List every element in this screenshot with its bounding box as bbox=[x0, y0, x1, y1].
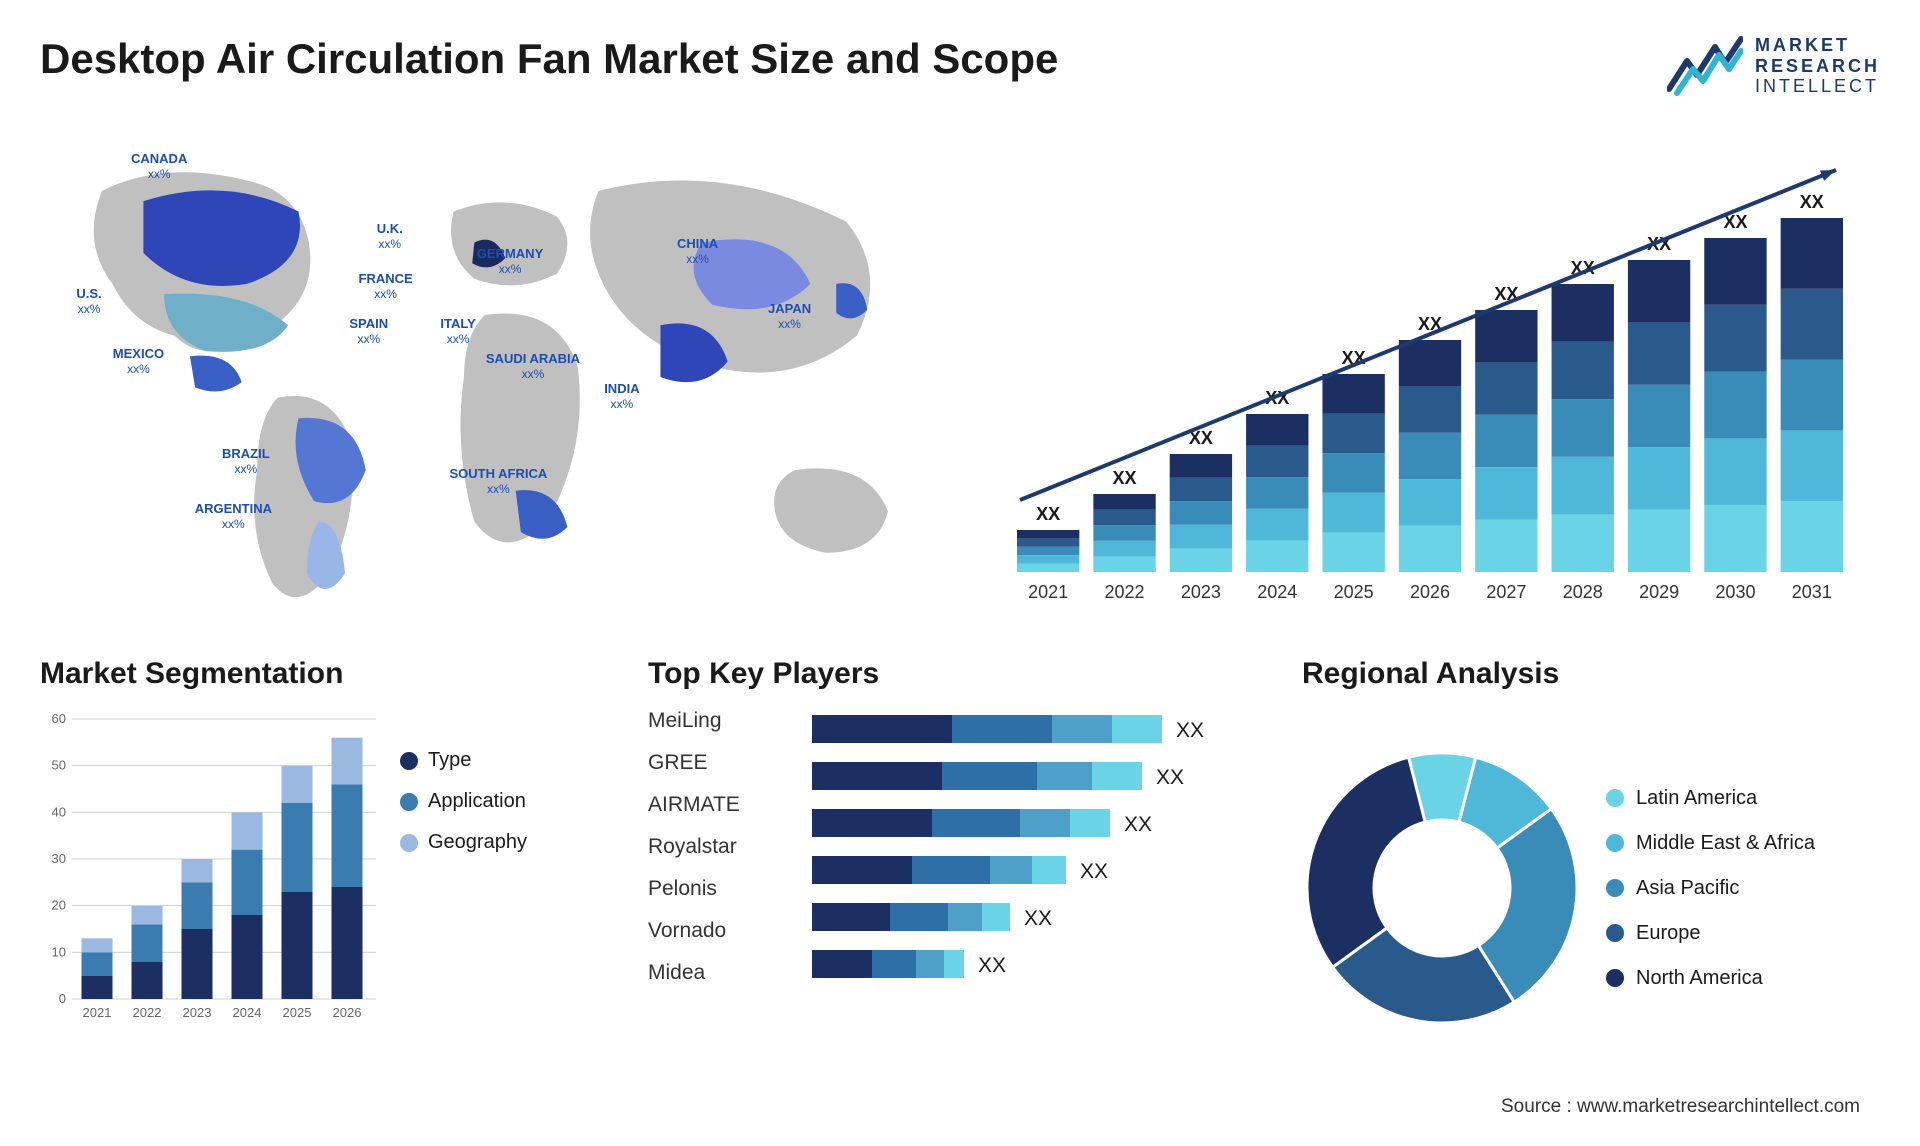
growth-bar-chart: XXXXXXXXXXXXXXXXXXXXXX 20212022202320242… bbox=[980, 127, 1880, 627]
svg-text:2025: 2025 bbox=[1334, 582, 1374, 602]
svg-text:2022: 2022 bbox=[133, 1005, 162, 1020]
player-name: MeiLing bbox=[648, 709, 788, 733]
svg-text:2024: 2024 bbox=[1257, 582, 1297, 602]
svg-text:2025: 2025 bbox=[283, 1005, 312, 1020]
player-name: Pelonis bbox=[648, 877, 788, 901]
svg-text:2031: 2031 bbox=[1792, 582, 1832, 602]
player-name: Midea bbox=[648, 961, 788, 985]
logo-line2: RESEARCH bbox=[1755, 56, 1880, 77]
svg-text:2022: 2022 bbox=[1105, 582, 1145, 602]
svg-text:20: 20 bbox=[52, 898, 66, 913]
world-map-panel: CANADAxx% U.S.xx% MEXICOxx% BRAZILxx% ARGENT… bbox=[40, 127, 950, 627]
svg-text:XX: XX bbox=[1024, 907, 1052, 930]
svg-text:XX: XX bbox=[1176, 719, 1204, 742]
svg-text:2021: 2021 bbox=[1028, 582, 1068, 602]
regional-donut-chart bbox=[1302, 748, 1582, 1028]
logo-line3: INTELLECT bbox=[1755, 76, 1880, 97]
map-label: CHINAxx% bbox=[677, 237, 718, 267]
svg-text:2026: 2026 bbox=[333, 1005, 362, 1020]
svg-text:2023: 2023 bbox=[183, 1005, 212, 1020]
page-title: Desktop Air Circulation Fan Market Size … bbox=[40, 35, 1058, 83]
legend-item: Application bbox=[400, 790, 527, 813]
map-label: BRAZILxx% bbox=[222, 447, 270, 477]
segmentation-title: Market Segmentation bbox=[40, 657, 618, 691]
legend-item: Type bbox=[400, 749, 527, 772]
map-label: SPAINxx% bbox=[349, 317, 388, 347]
svg-text:2021: 2021 bbox=[83, 1005, 112, 1020]
svg-text:60: 60 bbox=[52, 711, 66, 726]
svg-text:2024: 2024 bbox=[233, 1005, 262, 1020]
svg-text:50: 50 bbox=[52, 758, 66, 773]
svg-text:2028: 2028 bbox=[1563, 582, 1603, 602]
regional-title: Regional Analysis bbox=[1302, 657, 1880, 691]
legend-item: North America bbox=[1606, 967, 1815, 990]
svg-text:XX: XX bbox=[1800, 192, 1824, 212]
legend-item: Europe bbox=[1606, 922, 1815, 945]
players-title: Top Key Players bbox=[648, 657, 1272, 691]
map-label: ITALYxx% bbox=[440, 317, 475, 347]
source-attribution: Source : www.marketresearchintellect.com bbox=[1501, 1096, 1860, 1118]
legend-item: Asia Pacific bbox=[1606, 877, 1815, 900]
map-label: JAPANxx% bbox=[768, 302, 811, 332]
map-label: CANADAxx% bbox=[131, 152, 187, 182]
legend-item: Geography bbox=[400, 831, 527, 854]
players-panel: Top Key Players MeiLing GREE AIRMATE Royals… bbox=[648, 657, 1272, 1067]
growth-chart-panel: XXXXXXXXXXXXXXXXXXXXXX 20212022202320242… bbox=[980, 127, 1880, 627]
player-name: AIRMATE bbox=[648, 793, 788, 817]
map-label: MEXICOxx% bbox=[113, 347, 164, 377]
regional-panel: Regional Analysis Latin America Middle Ea… bbox=[1302, 657, 1880, 1067]
svg-text:2026: 2026 bbox=[1410, 582, 1450, 602]
legend-item: Latin America bbox=[1606, 787, 1815, 810]
map-label: U.S.xx% bbox=[76, 287, 101, 317]
svg-text:2029: 2029 bbox=[1639, 582, 1679, 602]
players-list: MeiLing GREE AIRMATE Royalstar Pelonis Vornad… bbox=[648, 709, 788, 1067]
svg-text:30: 30 bbox=[52, 851, 66, 866]
brand-logo: MARKET RESEARCH INTELLECT bbox=[1667, 35, 1880, 97]
svg-text:2030: 2030 bbox=[1715, 582, 1755, 602]
svg-text:XX: XX bbox=[1113, 468, 1137, 488]
svg-text:40: 40 bbox=[52, 804, 66, 819]
map-label: SAUDI ARABIAxx% bbox=[486, 352, 580, 382]
logo-mark-icon bbox=[1667, 35, 1743, 97]
map-label: U.K.xx% bbox=[377, 222, 403, 252]
segmentation-legend: Type Application Geography bbox=[400, 709, 527, 1067]
player-name: GREE bbox=[648, 751, 788, 775]
svg-text:0: 0 bbox=[59, 991, 66, 1006]
svg-text:XX: XX bbox=[1124, 813, 1152, 836]
map-label: SOUTH AFRICAxx% bbox=[450, 467, 548, 497]
svg-text:XX: XX bbox=[1080, 860, 1108, 883]
svg-text:10: 10 bbox=[52, 944, 66, 959]
map-label: INDIAxx% bbox=[604, 382, 639, 412]
player-name: Vornado bbox=[648, 919, 788, 943]
segmentation-bar-chart: 0 10 20 30 40 50 60 2021 2022 2023 2024 2025 2026 bbox=[40, 709, 380, 1029]
player-name: Royalstar bbox=[648, 835, 788, 859]
players-bar-chart: XX XX XX XX XX XX bbox=[812, 709, 1272, 1029]
svg-text:XX: XX bbox=[978, 954, 1006, 977]
svg-text:XX: XX bbox=[1156, 766, 1184, 789]
logo-line1: MARKET bbox=[1755, 35, 1880, 56]
map-label: FRANCExx% bbox=[359, 272, 413, 302]
map-label: ARGENTINAxx% bbox=[195, 502, 272, 532]
svg-text:2027: 2027 bbox=[1486, 582, 1526, 602]
svg-text:XX: XX bbox=[1036, 504, 1060, 524]
svg-text:2023: 2023 bbox=[1181, 582, 1221, 602]
map-label: GERMANYxx% bbox=[477, 247, 543, 277]
segmentation-panel: Market Segmentation 0 10 20 30 40 50 60 2021 202… bbox=[40, 657, 618, 1067]
regional-legend: Latin America Middle East & Africa Asia Pa… bbox=[1606, 787, 1815, 990]
legend-item: Middle East & Africa bbox=[1606, 832, 1815, 855]
